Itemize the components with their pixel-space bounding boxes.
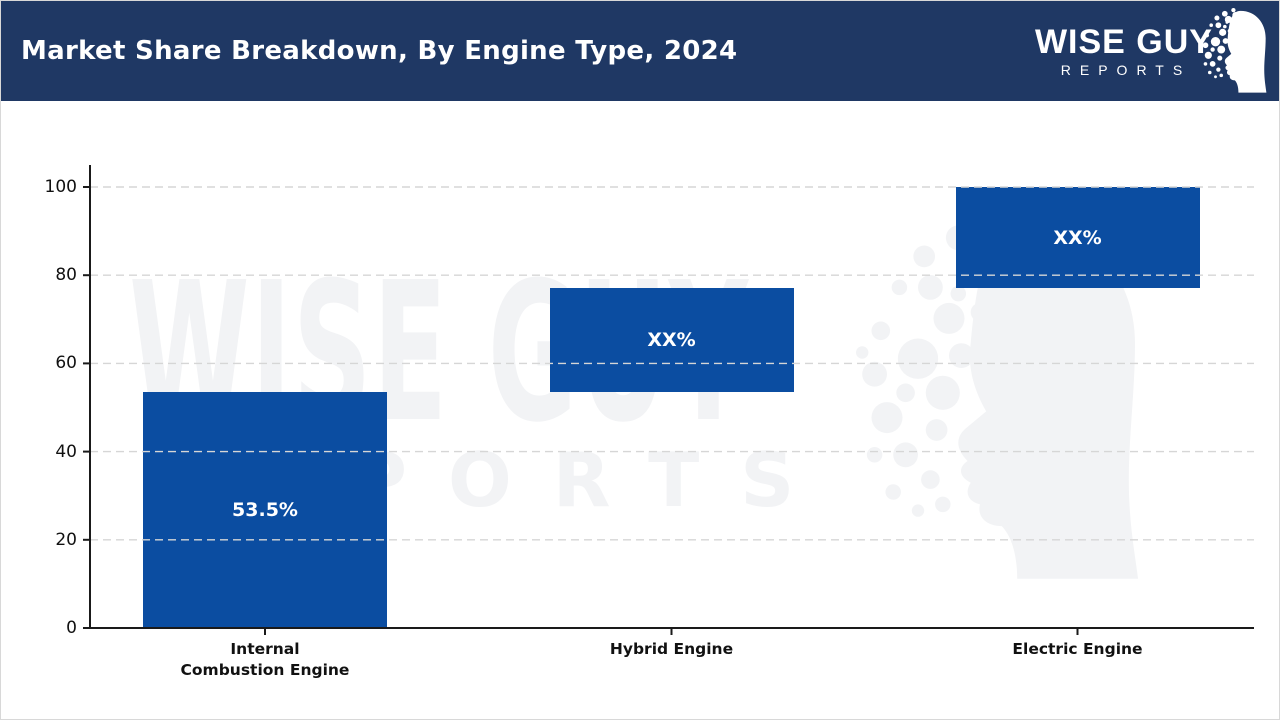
bar-value-label: 53.5%: [232, 499, 298, 522]
bar-segment: XX%: [955, 187, 1200, 289]
logo-wordmark: WISE GUY: [1034, 23, 1213, 61]
logo-subtitle: REPORTS: [1060, 62, 1192, 78]
bar-value-label: XX%: [1053, 226, 1102, 249]
x-axis-category-label: Electric Engine: [1012, 640, 1143, 658]
x-axis-category-label: Internal Combustion Engine: [180, 640, 350, 679]
chart-title: Market Share Breakdown, By Engine Type, …: [21, 36, 738, 66]
bar-value-label: XX%: [647, 329, 696, 352]
y-axis-tick-label: 100: [44, 177, 77, 197]
bar-segment: 53.5%: [143, 392, 387, 628]
y-axis-tick-label: 60: [55, 353, 77, 374]
y-axis-tick-label: 80: [55, 265, 77, 286]
y-axis-tick-label: 40: [55, 441, 77, 462]
y-axis-tick-label: 0: [66, 618, 77, 638]
bar-segment: XX%: [549, 288, 794, 393]
brand-logo: WISE GUY REPORTS: [1035, 8, 1273, 94]
header-bar: Market Share Breakdown, By Engine Type, …: [1, 1, 1279, 101]
x-axis-category-label: Hybrid Engine: [609, 640, 734, 658]
y-axis-tick-label: 20: [55, 529, 77, 550]
logo-face-icon: [1201, 8, 1267, 93]
